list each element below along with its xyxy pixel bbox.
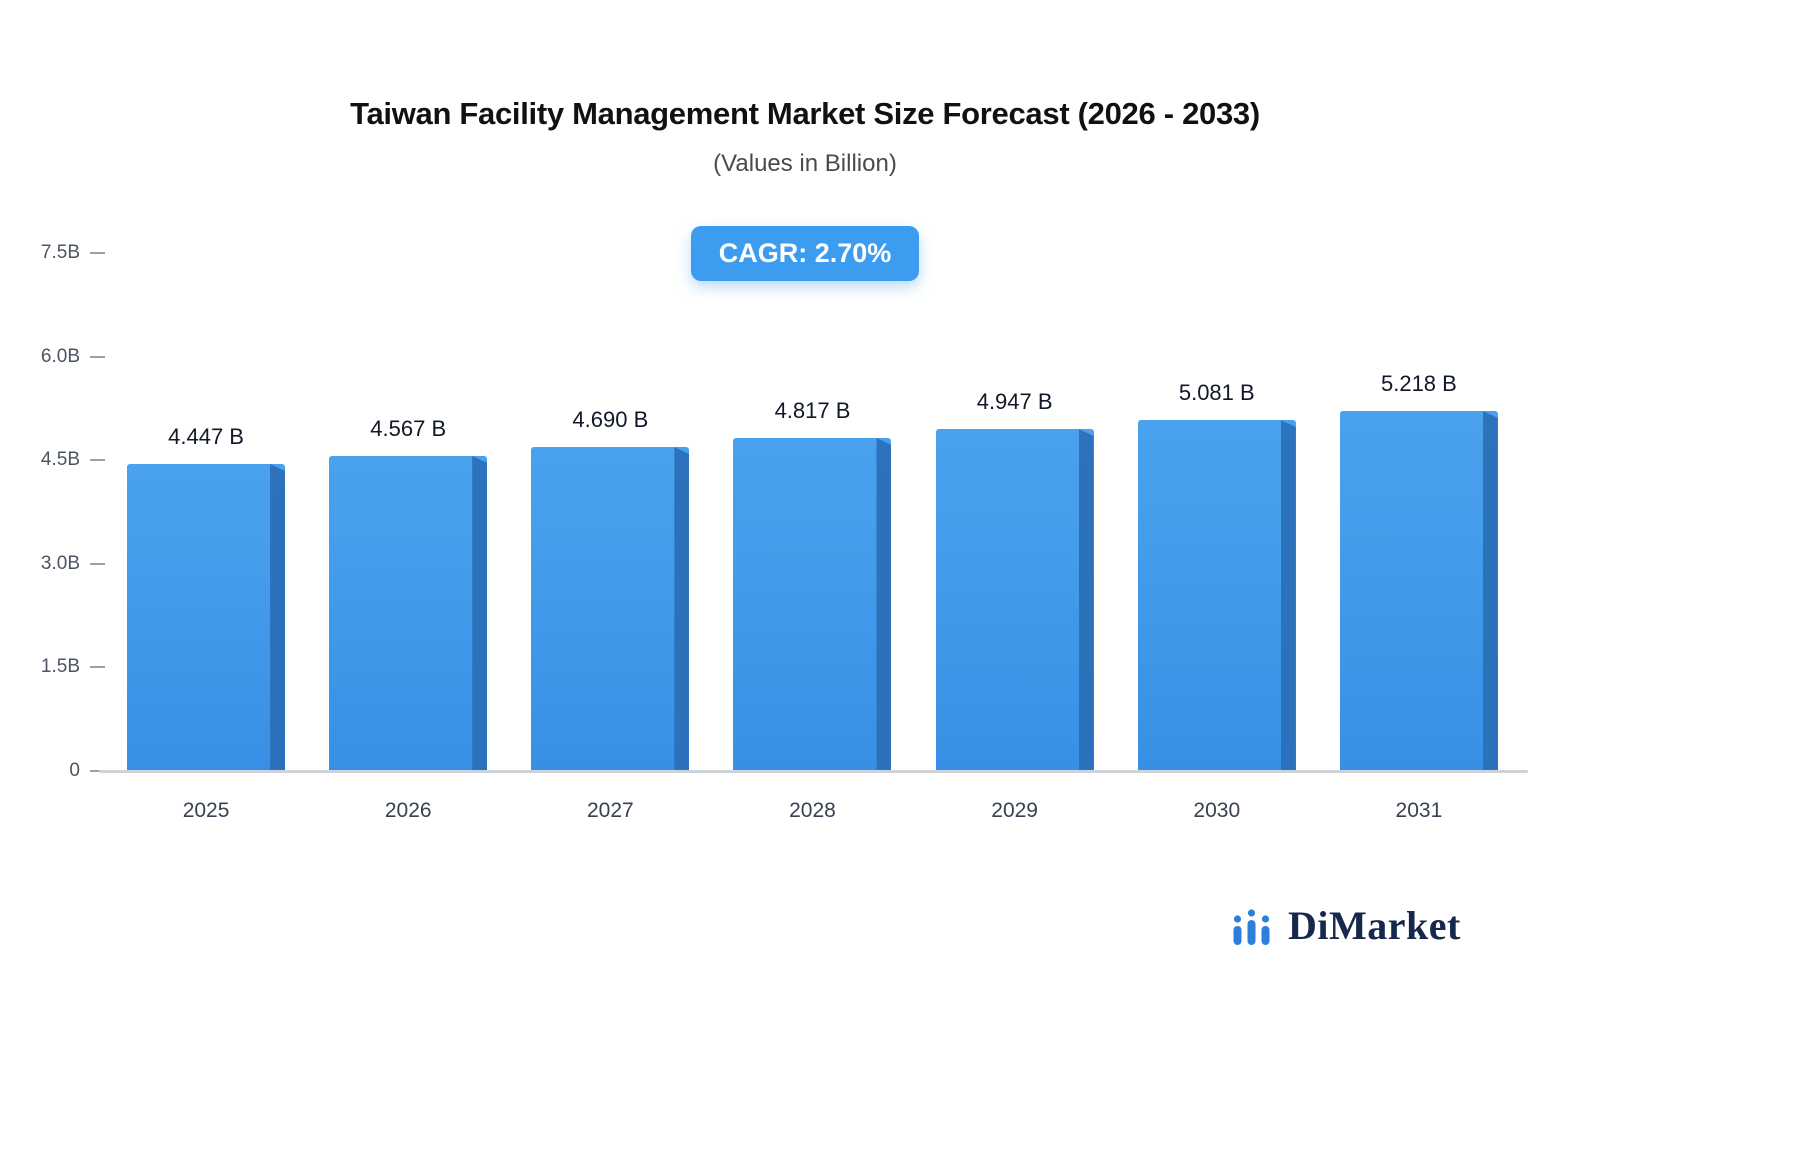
plot-area: 0 1.5B 3.0B 4.5B 6.0B 7.5B 4.447 B 2025 4.567 B… — [41, 242, 1528, 822]
bar-value-label: 4.817 B — [774, 398, 851, 423]
y-tick: 0 — [69, 760, 105, 782]
bar — [329, 456, 488, 771]
cagr-badge: CAGR: 2.70% — [690, 226, 920, 281]
y-tick: 6.0B — [41, 346, 105, 368]
bar-side-face — [1078, 429, 1094, 771]
bar-value-label: 4.947 B — [976, 389, 1053, 414]
bar-side-face — [674, 447, 690, 771]
y-tick-label: 4.5B — [40, 449, 80, 471]
y-tick: 7.5B — [41, 242, 105, 264]
y-tick-mark — [90, 355, 105, 358]
bar — [935, 429, 1094, 771]
bar-value-label: 5.218 B — [1380, 371, 1457, 396]
bar — [733, 438, 892, 771]
bar — [127, 464, 286, 771]
x-axis-line — [99, 770, 1528, 773]
x-tick-label: 2031 — [1395, 799, 1443, 822]
y-tick: 4.5B — [41, 449, 105, 471]
y-tick: 3.0B — [41, 553, 105, 575]
x-tick-label: 2025 — [182, 799, 230, 822]
y-tick-label: 3.0B — [40, 552, 80, 574]
bar — [1137, 420, 1296, 771]
bar-group: 4.947 B 2029 — [914, 253, 1116, 822]
x-tick-label: 2026 — [384, 799, 432, 822]
bar-side-face — [1280, 420, 1296, 771]
x-tick-label: 2030 — [1193, 799, 1241, 822]
bar-side-face — [472, 456, 488, 771]
chart-subtitle: (Values in Billion) — [713, 150, 897, 177]
bar-group: 4.567 B 2026 — [307, 253, 509, 822]
y-tick-label: 1.5B — [40, 656, 80, 678]
bar-group: 4.690 B 2027 — [509, 253, 711, 822]
bar-side-face — [270, 464, 286, 771]
bar-chart-icon — [1233, 908, 1270, 945]
bar-value-label: 4.447 B — [168, 424, 244, 449]
y-tick-mark — [90, 562, 105, 565]
x-tick-label: 2027 — [586, 799, 634, 822]
y-tick-mark — [90, 252, 105, 254]
bar-group: 5.218 B 2031 — [1318, 253, 1520, 822]
bar-group: 5.081 B 2030 — [1116, 253, 1318, 822]
bar — [531, 447, 690, 771]
y-tick: 1.5B — [41, 656, 105, 678]
logo: DiMarket — [1230, 902, 1461, 949]
bar-group: 4.817 B 2028 — [711, 253, 913, 822]
y-tick-label: 6.0B — [40, 345, 80, 367]
cagr-badge-wrap: CAGR: 2.70% — [0, 226, 1610, 281]
y-tick-mark — [90, 459, 105, 462]
bar-value-label: 5.081 B — [1178, 380, 1255, 405]
y-tick-label: 7.5B — [40, 242, 80, 263]
bar-value-label: 4.690 B — [572, 407, 649, 432]
y-tick-label: 0 — [69, 760, 80, 781]
bar-value-label: 4.567 B — [370, 416, 447, 441]
x-tick-label: 2028 — [789, 799, 836, 822]
bar-group: 4.447 B 2025 — [105, 253, 307, 822]
y-tick-mark — [90, 666, 105, 669]
bar — [1339, 411, 1498, 771]
x-tick-label: 2029 — [991, 799, 1038, 822]
bar-side-face — [1482, 411, 1498, 771]
y-tick-mark — [90, 770, 105, 772]
bar-side-face — [876, 438, 892, 771]
logo-text: DiMarket — [1288, 903, 1461, 948]
chart-title: Taiwan Facility Management Market Size F… — [350, 96, 1260, 131]
